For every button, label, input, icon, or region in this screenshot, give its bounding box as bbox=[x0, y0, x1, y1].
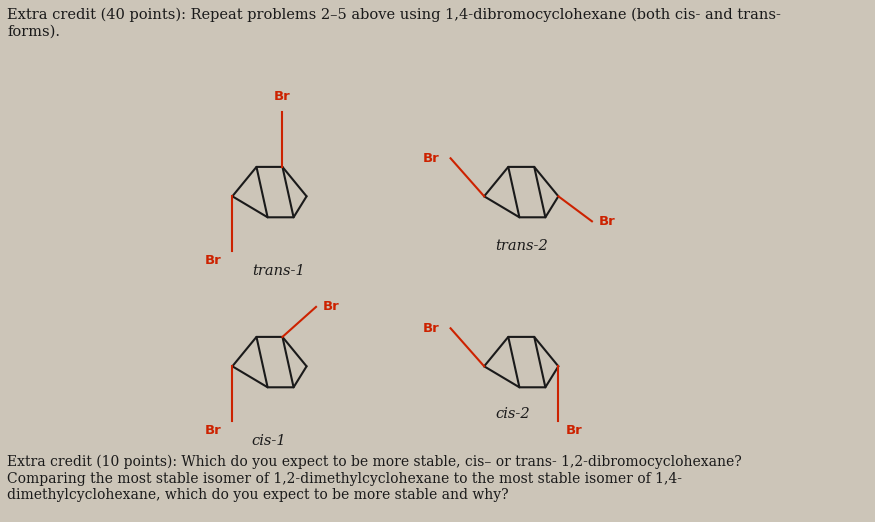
Text: cis-1: cis-1 bbox=[252, 434, 286, 448]
Text: Br: Br bbox=[274, 90, 290, 103]
Text: Br: Br bbox=[424, 152, 440, 165]
Text: Br: Br bbox=[323, 300, 340, 313]
Text: Br: Br bbox=[424, 322, 440, 335]
Text: trans-2: trans-2 bbox=[495, 239, 548, 253]
Text: cis-2: cis-2 bbox=[495, 407, 529, 421]
Text: Br: Br bbox=[205, 424, 221, 437]
Text: Br: Br bbox=[565, 424, 582, 437]
Text: Br: Br bbox=[205, 254, 221, 267]
Text: Br: Br bbox=[599, 215, 616, 228]
Text: trans-1: trans-1 bbox=[252, 264, 304, 278]
Text: Extra credit (40 points): Repeat problems 2–5 above using 1,4-dibromocyclohexane: Extra credit (40 points): Repeat problem… bbox=[7, 8, 781, 39]
Text: Extra credit (10 points): Which do you expect to be more stable, cis– or trans- : Extra credit (10 points): Which do you e… bbox=[7, 455, 742, 502]
